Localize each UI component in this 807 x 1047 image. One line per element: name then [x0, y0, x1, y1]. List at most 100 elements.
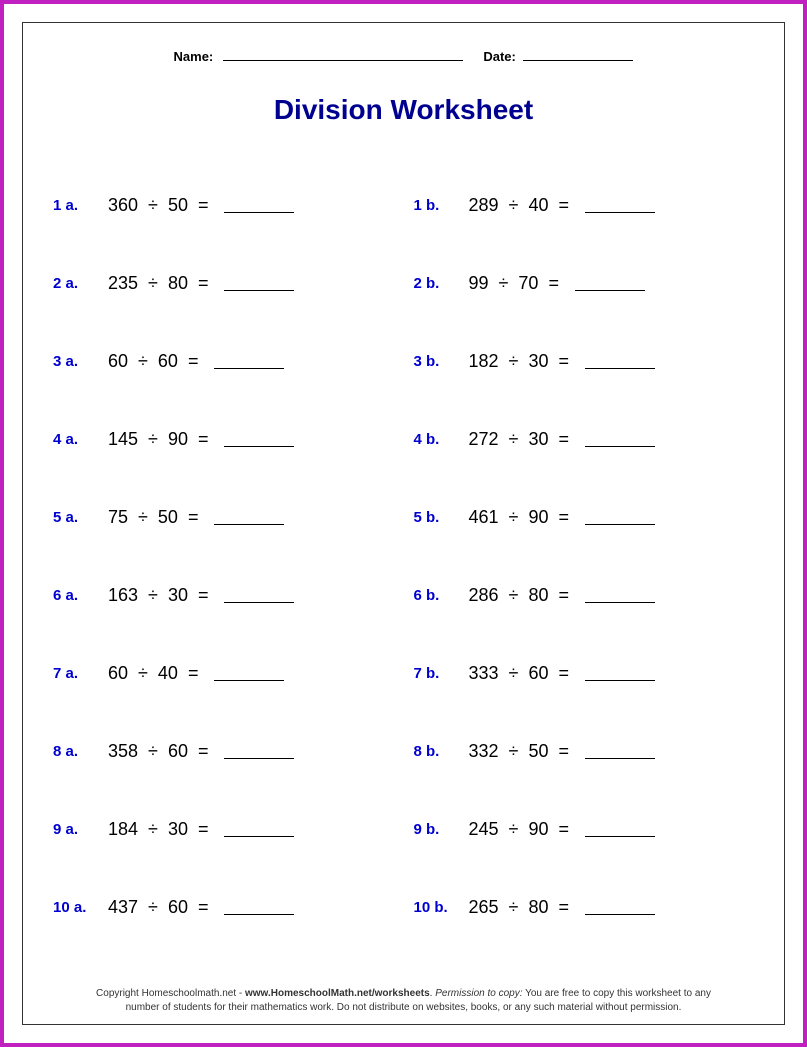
divide-operator: ÷ [146, 429, 160, 450]
divisor: 60 [158, 351, 178, 372]
problem-expression: 99÷70= [469, 273, 645, 294]
problem-label: 6 a. [53, 587, 108, 604]
equals-sign: = [196, 273, 211, 294]
date-label: Date: [483, 49, 516, 64]
divide-operator: ÷ [146, 819, 160, 840]
dividend: 163 [108, 585, 138, 606]
divisor: 50 [528, 741, 548, 762]
divide-operator: ÷ [507, 741, 521, 762]
divisor: 30 [168, 819, 188, 840]
answer-blank [585, 353, 655, 369]
equals-sign: = [546, 273, 561, 294]
problem-cell: 3 b.182÷30= [414, 322, 755, 400]
equals-sign: = [556, 585, 571, 606]
dividend: 245 [469, 819, 499, 840]
answer-blank [585, 509, 655, 525]
equals-sign: = [556, 351, 571, 372]
problem-label: 5 a. [53, 509, 108, 526]
answer-blank [585, 197, 655, 213]
answer-blank [575, 275, 645, 291]
problem-expression: 75÷50= [108, 507, 284, 528]
dividend: 286 [469, 585, 499, 606]
dividend: 461 [469, 507, 499, 528]
problem-cell: 2 b.99÷70= [414, 244, 755, 322]
header-line: Name: Date: [53, 49, 754, 64]
dividend: 99 [469, 273, 489, 294]
problem-expression: 182÷30= [469, 351, 655, 372]
problem-label: 6 b. [414, 587, 469, 604]
divide-operator: ÷ [497, 273, 511, 294]
dividend: 145 [108, 429, 138, 450]
problem-expression: 461÷90= [469, 507, 655, 528]
divisor: 90 [168, 429, 188, 450]
divide-operator: ÷ [507, 351, 521, 372]
divisor: 40 [528, 195, 548, 216]
page-inner: Name: Date: Division Worksheet 1 a.360÷5… [22, 22, 785, 1025]
problem-label: 3 b. [414, 353, 469, 370]
divide-operator: ÷ [146, 585, 160, 606]
divisor: 80 [528, 585, 548, 606]
problem-cell: 1 a.360÷50= [53, 166, 394, 244]
answer-blank [224, 899, 294, 915]
problem-cell: 7 b.333÷60= [414, 634, 755, 712]
divide-operator: ÷ [146, 897, 160, 918]
worksheet-title: Division Worksheet [53, 94, 754, 126]
problem-label: 8 b. [414, 743, 469, 760]
problem-cell: 10 a.437 ÷ 60 = [53, 868, 394, 946]
equals-sign: = [196, 897, 211, 918]
divisor: 60 [528, 663, 548, 684]
answer-blank [224, 821, 294, 837]
divisor: 50 [158, 507, 178, 528]
equals-sign: = [186, 351, 201, 372]
divide-operator: ÷ [146, 741, 160, 762]
divisor: 40 [158, 663, 178, 684]
footer-permission-label: Permission to copy: [435, 988, 522, 999]
equals-sign: = [196, 819, 211, 840]
divide-operator: ÷ [507, 429, 521, 450]
divide-operator: ÷ [136, 663, 150, 684]
problem-label: 10 a. [53, 899, 108, 916]
divisor: 60 [168, 897, 188, 918]
problem-expression: 272÷30= [469, 429, 655, 450]
answer-blank [214, 665, 284, 681]
problem-label: 7 a. [53, 665, 108, 682]
problem-label: 5 b. [414, 509, 469, 526]
dividend: 332 [469, 741, 499, 762]
page-border: Name: Date: Division Worksheet 1 a.360÷5… [0, 0, 807, 1047]
dividend: 265 [469, 897, 499, 918]
equals-sign: = [556, 507, 571, 528]
equals-sign: = [556, 819, 571, 840]
dividend: 333 [469, 663, 499, 684]
equals-sign: = [556, 429, 571, 450]
date-blank [523, 60, 633, 61]
problem-cell: 8 a.358÷60= [53, 712, 394, 790]
problem-label: 4 a. [53, 431, 108, 448]
divisor: 60 [168, 741, 188, 762]
divide-operator: ÷ [136, 351, 150, 372]
problem-cell: 6 b.286 ÷ 80 = [414, 556, 755, 634]
dividend: 437 [108, 897, 138, 918]
problem-cell: 5 b.461÷90= [414, 478, 755, 556]
problem-expression: 332÷50= [469, 741, 655, 762]
equals-sign: = [186, 507, 201, 528]
problem-expression: 163÷30= [108, 585, 294, 606]
divide-operator: ÷ [146, 273, 160, 294]
problem-label: 9 b. [414, 821, 469, 838]
problem-expression: 60÷40= [108, 663, 284, 684]
problem-cell: 5 a.75÷50= [53, 478, 394, 556]
problem-label: 3 a. [53, 353, 108, 370]
problem-expression: 358÷60= [108, 741, 294, 762]
equals-sign: = [556, 195, 571, 216]
problem-expression: 360÷50= [108, 195, 294, 216]
problem-label: 1 a. [53, 197, 108, 214]
problem-label: 10 b. [414, 899, 469, 916]
answer-blank [585, 587, 655, 603]
problem-label: 1 b. [414, 197, 469, 214]
footer-copyright: Copyright Homeschoolmath.net - [96, 988, 245, 999]
footer-url: www.HomeschoolMath.net/worksheets [245, 988, 430, 999]
problem-label: 2 a. [53, 275, 108, 292]
problem-expression: 235÷80= [108, 273, 294, 294]
answer-blank [585, 899, 655, 915]
problem-label: 2 b. [414, 275, 469, 292]
divide-operator: ÷ [507, 585, 521, 606]
